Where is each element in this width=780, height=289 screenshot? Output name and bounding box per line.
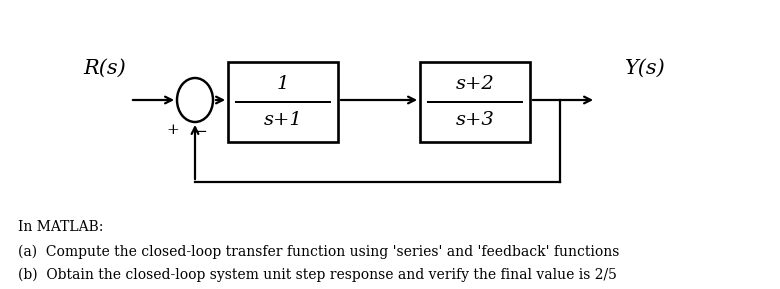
Text: In MATLAB:: In MATLAB: [18,220,104,234]
Text: s+1: s+1 [264,111,303,129]
Bar [228,62,338,142]
Text: +: + [167,123,179,137]
Text: (b)  Obtain the closed-loop system unit step response and verify the final value: (b) Obtain the closed-loop system unit s… [18,268,617,282]
Text: −: − [195,125,207,139]
Text: 1: 1 [277,75,289,92]
Bar [420,62,530,142]
Text: Y(s): Y(s) [625,58,665,77]
Text: s+3: s+3 [456,111,495,129]
Ellipse shape [177,78,213,122]
Text: s+2: s+2 [456,75,495,92]
Text: (a)  Compute the closed-loop transfer function using 'series' and 'feedback' fun: (a) Compute the closed-loop transfer fun… [18,245,619,260]
Text: R(s): R(s) [83,58,126,77]
